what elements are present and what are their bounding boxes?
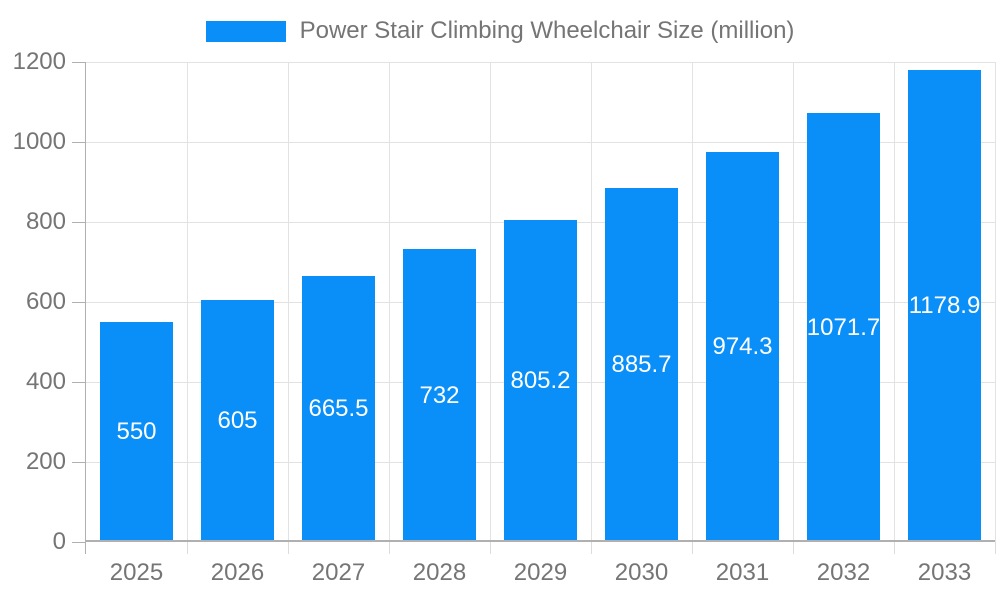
x-axis-boundary-tick [894, 542, 895, 554]
gridline-vertical [389, 62, 390, 542]
bar-2026[interactable]: 605 [201, 300, 274, 542]
gridline-vertical [995, 62, 996, 542]
x-tick-label: 2030 [614, 559, 669, 586]
x-axis-boundary-tick [187, 542, 188, 554]
x-axis-boundary-tick [591, 542, 592, 554]
x-tick-label: 2025 [109, 559, 164, 586]
bar-value-label: 550 [116, 418, 157, 445]
x-axis-boundary-tick [793, 542, 794, 554]
y-axis-line [85, 62, 86, 554]
bar-value-label: 885.7 [611, 351, 672, 378]
y-axis-tick [72, 462, 85, 463]
gridline-vertical [591, 62, 592, 542]
y-tick-label: 200 [25, 448, 66, 475]
y-axis-tick [72, 302, 85, 303]
y-axis-tick [72, 142, 85, 143]
y-tick-label: 0 [52, 528, 66, 555]
x-tick-label: 2026 [210, 559, 265, 586]
y-axis-tick [72, 382, 85, 383]
x-tick-label: 2032 [816, 559, 871, 586]
y-axis-tick [72, 62, 85, 63]
bar-value-label: 1178.9 [908, 292, 981, 319]
plot-area: 550 605 665.5 732 805.2 885.7 974.3 1071.7 1178.… [86, 62, 996, 542]
x-axis-boundary-tick [288, 542, 289, 554]
x-tick-label: 2033 [917, 559, 972, 586]
y-tick-label: 800 [25, 208, 66, 235]
bar-value-label: 665.5 [308, 395, 369, 422]
gridline-vertical [793, 62, 794, 542]
x-tick-label: 2031 [715, 559, 770, 586]
y-axis-tick [72, 542, 85, 543]
x-tick-label: 2027 [311, 559, 366, 586]
bar-2028[interactable]: 732 [403, 249, 476, 542]
bar-value-label: 605 [217, 407, 258, 434]
legend-color-swatch [205, 20, 286, 42]
x-tick-label: 2028 [412, 559, 467, 586]
x-axis-boundary-tick [692, 542, 693, 554]
y-axis-tick [72, 222, 85, 223]
bar-2030[interactable]: 885.7 [605, 188, 678, 542]
y-tick-label: 1200 [12, 48, 66, 75]
x-tick-label: 2029 [513, 559, 568, 586]
bar-2033[interactable]: 1178.9 [908, 70, 981, 542]
gridline-vertical [490, 62, 491, 542]
bar-value-label: 1071.7 [806, 313, 881, 341]
bar-2027[interactable]: 665.5 [302, 276, 375, 542]
bar-2029[interactable]: 805.2 [504, 220, 577, 542]
chart-legend[interactable]: Power Stair Climbing Wheelchair Size (mi… [0, 17, 1000, 45]
y-tick-label: 600 [25, 288, 66, 315]
bar-value-label: 732 [419, 381, 460, 409]
gridline-horizontal [86, 62, 995, 63]
x-axis-boundary-tick [389, 542, 390, 554]
x-axis-boundary-tick [490, 542, 491, 554]
bar-value-label: 805.2 [510, 367, 571, 394]
legend-series-label: Power Stair Climbing Wheelchair Size (mi… [299, 17, 795, 44]
gridline-vertical [288, 62, 289, 542]
gridline-horizontal [86, 142, 995, 143]
y-tick-label: 1000 [12, 128, 66, 155]
bar-value-label: 974.3 [712, 333, 773, 360]
x-axis-baseline [86, 540, 995, 542]
x-axis-boundary-tick [995, 542, 996, 554]
bar-2032[interactable]: 1071.7 [807, 113, 880, 542]
gridline-vertical [187, 62, 188, 542]
gridline-vertical [692, 62, 693, 542]
y-tick-label: 400 [25, 368, 66, 395]
bar-2025[interactable]: 550 [100, 322, 173, 542]
bar-2031[interactable]: 974.3 [706, 152, 779, 542]
gridline-vertical [894, 62, 895, 542]
